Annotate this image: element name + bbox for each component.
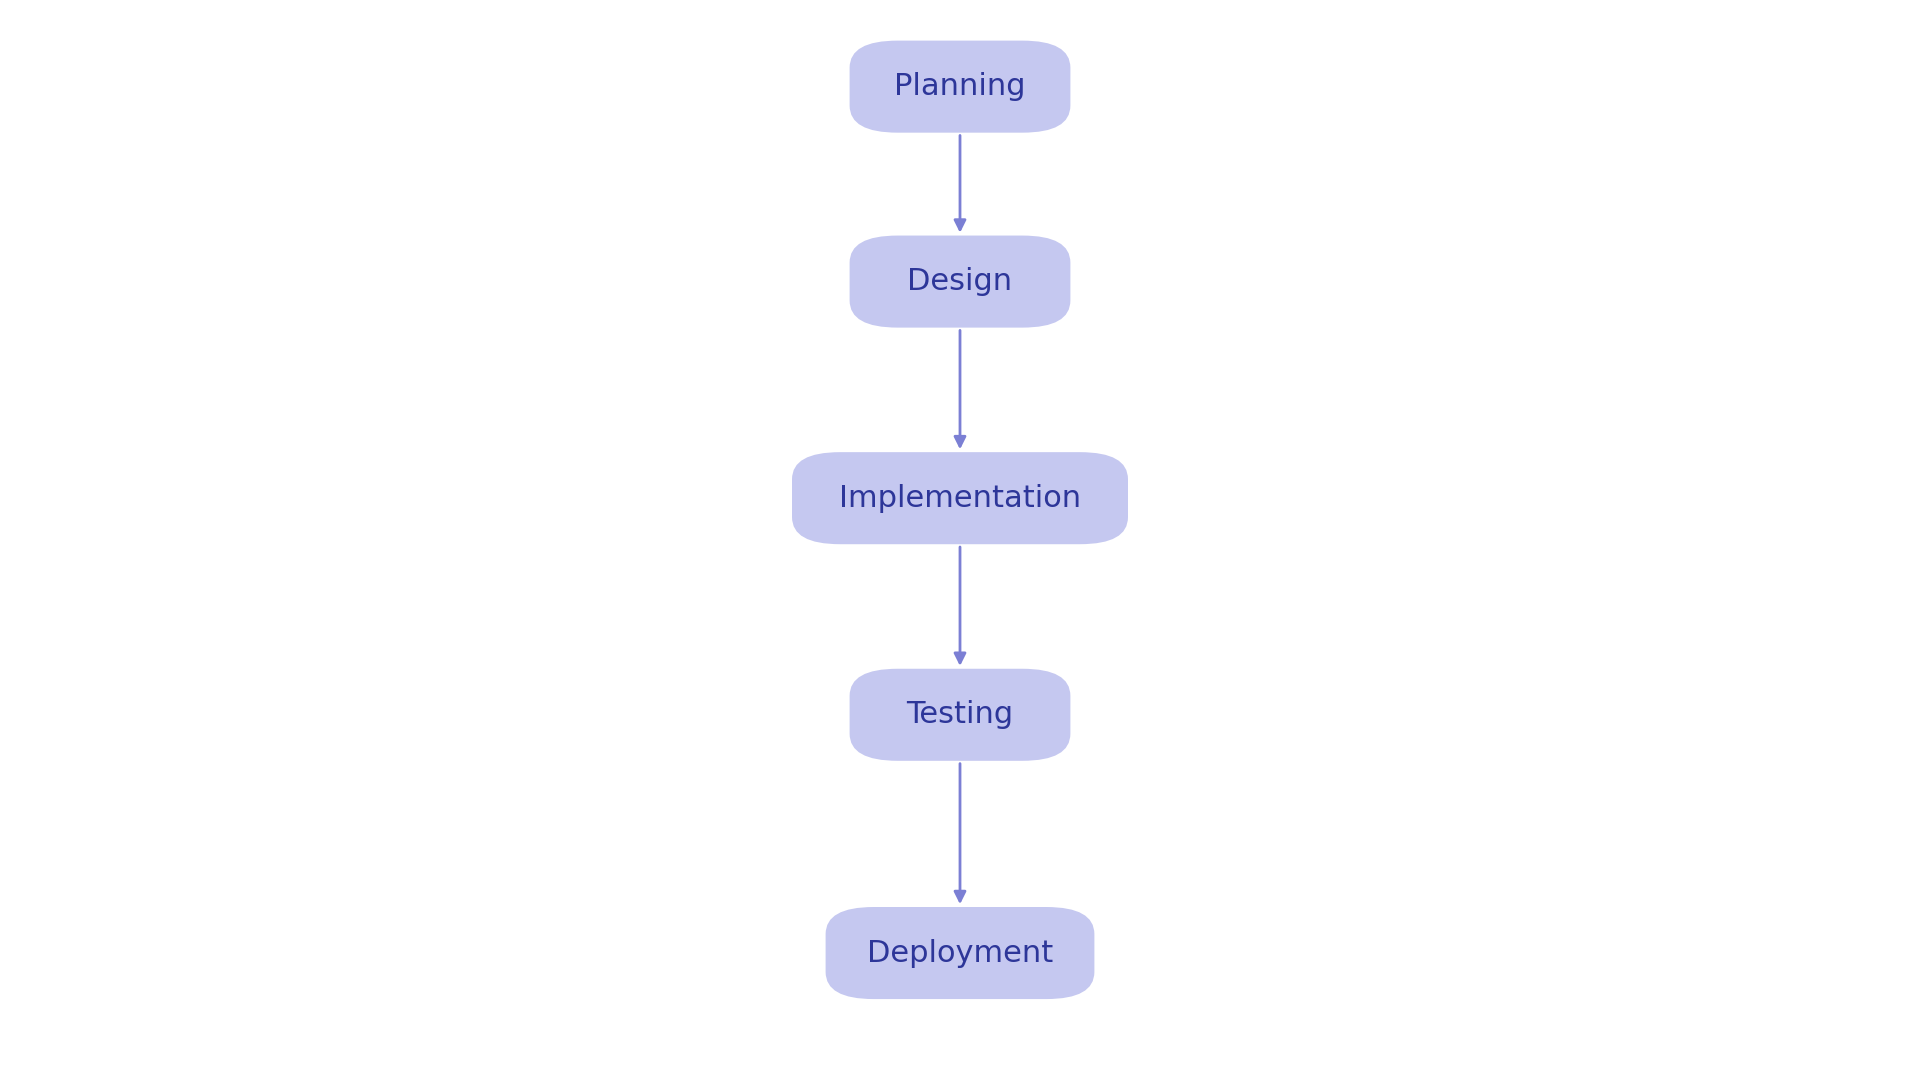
FancyBboxPatch shape [791, 453, 1127, 544]
Text: Planning: Planning [895, 73, 1025, 101]
Text: Testing: Testing [906, 701, 1014, 729]
Text: Design: Design [908, 268, 1012, 296]
FancyBboxPatch shape [849, 40, 1071, 132]
FancyBboxPatch shape [849, 236, 1071, 327]
Text: Implementation: Implementation [839, 484, 1081, 512]
Text: Deployment: Deployment [866, 939, 1054, 967]
FancyBboxPatch shape [849, 668, 1071, 760]
FancyBboxPatch shape [826, 908, 1094, 999]
